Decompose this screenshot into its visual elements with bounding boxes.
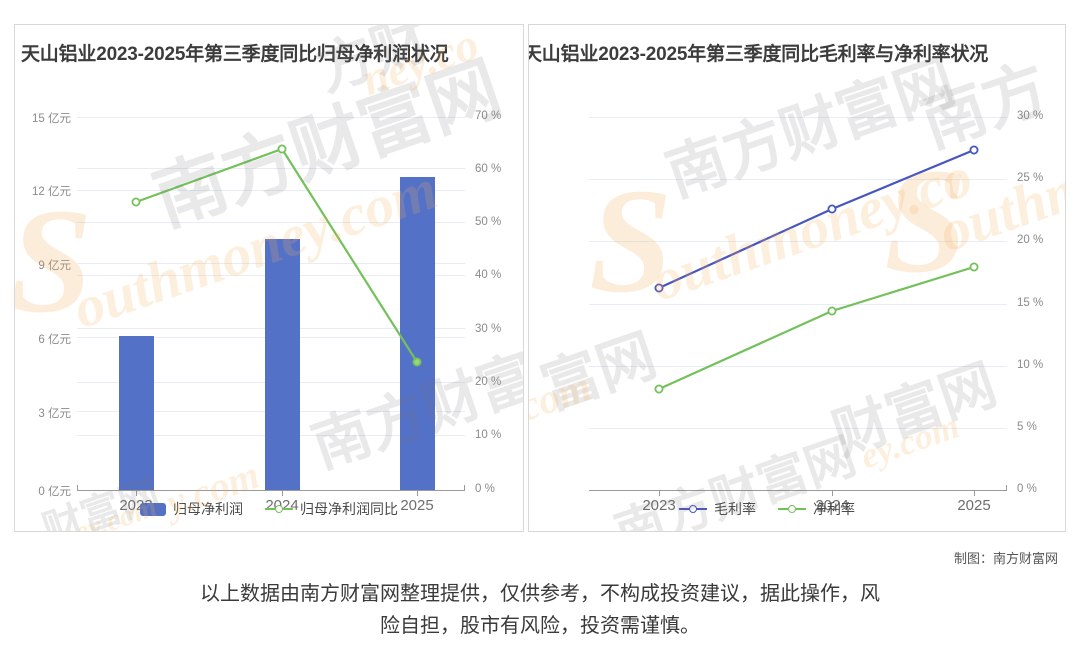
net-margin-point-2024 <box>827 306 837 316</box>
bar-2024 <box>265 239 300 490</box>
gridline <box>589 304 1007 305</box>
legend-line-swatch-icon <box>265 503 293 515</box>
x-tick-label-2025: 2025 <box>400 497 434 514</box>
right-chart-panel: 天山铝业2023-2025年第三季度同比毛利率与净利率状况 S outhmone… <box>528 24 1066 532</box>
gross-margin-point-2025 <box>969 145 979 155</box>
footer-line-1: 以上数据由南方财富网整理提供，仅供参考，不构成投资建议，据此操作，风 <box>200 583 880 605</box>
right-chart-title: 天山铝业2023-2025年第三季度同比毛利率与净利率状况 <box>528 44 989 65</box>
yoy-line-svg <box>131 144 422 367</box>
credit-text: 制图：南方财富网 <box>953 551 1058 566</box>
legend-item-gross-margin[interactable]: 毛利率 <box>679 499 756 519</box>
bar-2023 <box>119 336 154 490</box>
legend-line-swatch-icon <box>778 503 806 515</box>
left-chart-title: 天山铝业2023-2025年第三季度同比归母净利润状况 <box>21 44 449 65</box>
net-margin-point-2023 <box>654 384 664 394</box>
gridline <box>77 168 465 169</box>
left-chart-panel: 天山铝业2023-2025年第三季度同比归母净利润状况 S outhmoney.… <box>14 24 524 532</box>
gridline <box>77 190 465 191</box>
net-margin-line-path <box>658 265 975 391</box>
legend-item-profit-yoy[interactable]: 归母净利润同比 <box>265 499 398 519</box>
gross-margin-point-2024 <box>827 204 837 214</box>
net-margin-point-2025 <box>969 262 979 272</box>
legend-label: 归母净利润同比 <box>300 501 398 517</box>
x-tick-label-2023: 2023 <box>642 497 676 514</box>
gridline <box>589 428 1007 429</box>
y2-tick-label: 0 % <box>475 483 495 495</box>
right-y-axis-line <box>464 485 465 491</box>
footer-line-2: 险自担，股市有风险，投资需谨慎。 <box>380 615 700 637</box>
x-tick-2024 <box>282 490 283 496</box>
y2-tick-label: 30 % <box>475 323 502 335</box>
gross-margin-line-path <box>658 148 975 290</box>
y-tick-label: 0 亿元 <box>38 486 71 498</box>
x-tick-2025 <box>417 490 418 496</box>
legend-bar-swatch-icon <box>140 502 166 516</box>
right-plot-area: 30 % 25 % 20 % 15 % 10 % 5 % 0 % 2023 20… <box>529 25 1065 531</box>
left-y-axis-line <box>77 485 78 491</box>
y2-tick-label: 40 % <box>475 269 502 281</box>
gridline <box>589 117 1007 118</box>
x-tick-2023 <box>136 490 137 496</box>
y-tick-label: 15 亿元 <box>32 113 71 125</box>
left-x-axis-line <box>77 490 465 491</box>
x-tick-2025 <box>974 490 975 496</box>
y-tick-label: 3 亿元 <box>38 408 71 420</box>
y2-tick-label: 50 % <box>475 216 502 228</box>
y2-tick-label: 60 % <box>475 163 502 175</box>
legend-label: 归母净利润 <box>173 501 243 517</box>
x-tick-label-2024: 2024 <box>815 497 849 514</box>
left-chart-legend: 归母净利润 归母净利润同比 <box>15 499 523 519</box>
x-tick-2023 <box>659 490 660 496</box>
x-tick-2024 <box>832 490 833 496</box>
y2-tick-label: 70 % <box>475 110 502 122</box>
right-chart-x-axis-line <box>589 490 1007 491</box>
gridline <box>589 179 1007 180</box>
right-chart-legend: 毛利率 净利率 <box>529 499 1065 519</box>
bar-2025 <box>400 177 435 490</box>
x-tick-label-2025: 2025 <box>957 497 991 514</box>
y2-tick-label: 20 % <box>475 376 502 388</box>
y-tick-label: 9 亿元 <box>38 260 71 272</box>
y2-tick-label: 10 % <box>475 429 502 441</box>
y-tick-label: 10 % <box>1017 359 1044 371</box>
left-plot-area: 15 亿元 12 亿元 9 亿元 6 亿元 3 亿元 0 亿元 70 % 60 … <box>15 25 523 531</box>
y-tick-label: 6 亿元 <box>38 334 71 346</box>
yoy-point-2024 <box>277 144 287 154</box>
gridline <box>77 222 465 223</box>
legend-item-profit[interactable]: 归母净利润 <box>140 499 243 519</box>
legend-label: 净利率 <box>813 501 855 517</box>
yoy-point-2025 <box>412 357 422 367</box>
rate-lines-svg <box>654 145 979 394</box>
yoy-point-2023 <box>131 197 141 207</box>
gridline <box>589 366 1007 367</box>
y-tick-label: 0 % <box>1017 483 1037 495</box>
gridline <box>77 117 465 118</box>
y-tick-label: 5 % <box>1017 421 1037 433</box>
yoy-line-path <box>135 147 418 363</box>
legend-label: 毛利率 <box>714 501 756 517</box>
y-tick-label: 25 % <box>1017 172 1044 184</box>
y-tick-label: 12 亿元 <box>32 186 71 198</box>
legend-item-net-margin[interactable]: 净利率 <box>778 499 855 519</box>
footer-disclaimer: 以上数据由南方财富网整理提供，仅供参考，不构成投资建议，据此操作，风 险自担，股… <box>0 578 1080 642</box>
y-tick-label: 15 % <box>1017 297 1044 309</box>
y-tick-label: 30 % <box>1017 110 1044 122</box>
gross-margin-point-2023 <box>654 283 664 293</box>
gridline <box>589 241 1007 242</box>
right-chart-y-axis-tick <box>1006 485 1007 491</box>
y-tick-label: 20 % <box>1017 234 1044 246</box>
legend-line-swatch-icon <box>679 503 707 515</box>
